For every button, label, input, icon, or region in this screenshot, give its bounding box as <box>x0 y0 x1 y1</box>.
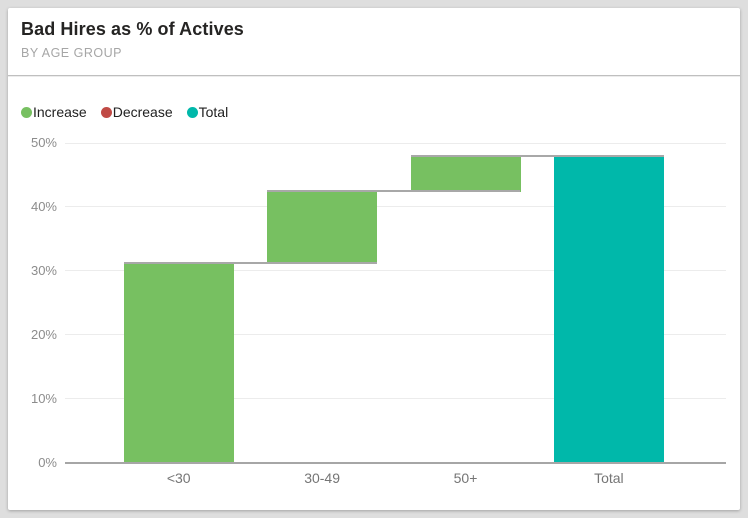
bar-50+[interactable] <box>410 157 521 192</box>
total-color-dot-icon <box>186 106 198 118</box>
legend-label: Decrease <box>112 104 173 120</box>
increase-color-dot-icon <box>21 106 32 118</box>
legend-label: Increase <box>33 104 87 120</box>
y-axis-label-20: 20% <box>30 326 57 342</box>
visual-subtitle: BY AGE GROUP <box>21 46 122 60</box>
x-axis-label-<30: <30 <box>166 470 191 486</box>
bar-Total[interactable] <box>553 157 664 463</box>
gridline-30 <box>65 270 726 272</box>
legend-item-total[interactable]: Total <box>186 103 229 121</box>
legend-item-increase[interactable]: Increase <box>21 103 87 121</box>
gridline-20 <box>65 334 726 336</box>
x-axis-label-30-49: 30-49 <box>304 470 340 486</box>
connector-1 <box>123 262 378 265</box>
waterfall-chart: 0% 10% 20% 30% 40% 50% <30 30-49 50+ Total <box>8 8 740 510</box>
visual-header: Bad Hires as % of Actives BY AGE GROUP <box>8 8 740 76</box>
connector-3 <box>410 155 664 158</box>
gridline-40 <box>65 206 726 208</box>
gridline-10 <box>65 398 726 400</box>
x-axis-label-50+: 50+ <box>453 470 478 486</box>
legend-item-decrease[interactable]: Decrease <box>100 103 173 121</box>
bar-30-49[interactable] <box>267 191 378 265</box>
legend-label: Total <box>198 104 229 120</box>
y-axis-label-50: 50% <box>30 135 57 150</box>
gridline-0 <box>65 461 726 464</box>
y-axis-label-0: 0% <box>38 454 57 470</box>
legend: Increase Decrease Total <box>21 103 228 121</box>
y-axis-label-40: 40% <box>30 198 57 214</box>
bar-<30[interactable] <box>123 264 234 463</box>
visual-title: Bad Hires as % of Actives <box>21 19 244 39</box>
y-axis-label-10: 10% <box>30 390 57 406</box>
y-axis-label-30: 30% <box>30 262 57 278</box>
decrease-color-dot-icon <box>100 106 112 118</box>
gridline-50 <box>65 142 726 144</box>
x-axis-label-Total: Total <box>594 470 624 486</box>
connector-2 <box>267 189 521 192</box>
visual-card: Bad Hires as % of Actives BY AGE GROUP I… <box>8 8 740 510</box>
